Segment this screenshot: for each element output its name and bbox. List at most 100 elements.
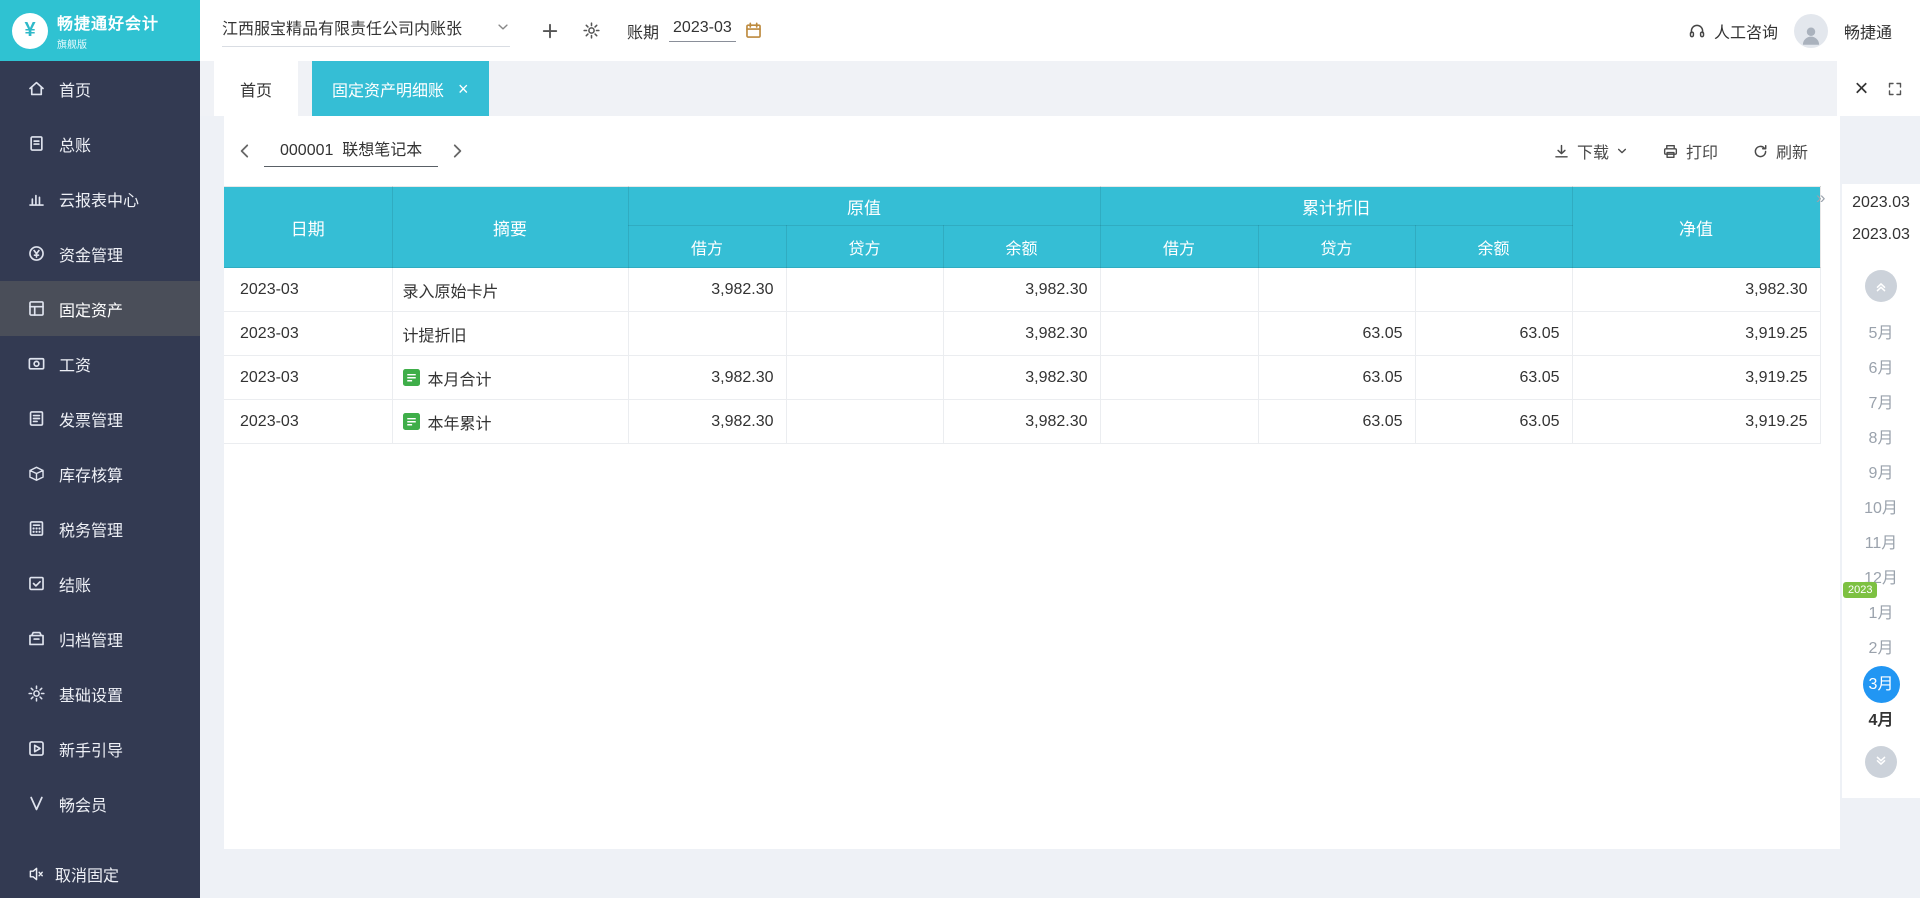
sidebar-item-home[interactable]: 首页 xyxy=(0,61,200,116)
tab-fixed-asset-ledger[interactable]: 固定资产明细账 × xyxy=(312,61,489,116)
month-item[interactable]: 5月 xyxy=(1868,325,1894,342)
sidebar-pin-toggle[interactable]: 取消固定 xyxy=(0,852,200,896)
cell-orig-balance: 3,982.30 xyxy=(943,267,1101,312)
cell-date: 2023-03 xyxy=(224,267,393,312)
table-row: 2023-03 计提折旧 3,982.30 63.05 63.05 3,919.… xyxy=(224,311,1821,356)
yearly-total-icon xyxy=(402,413,420,430)
sidebar-item-beginner-guide[interactable]: 新手引导 xyxy=(0,721,200,776)
sidebar: ¥ 畅捷通好会计 旗舰版 首页 总账 云报表中心 资金管理 固定资产 工资 xyxy=(0,0,200,898)
sidebar-item-label: 云报表中心 xyxy=(59,192,140,210)
month-item[interactable]: 10月 xyxy=(1864,500,1898,517)
col-header-debit: 借方 xyxy=(628,225,787,268)
sidebar-item-general-ledger[interactable]: 总账 xyxy=(0,116,200,171)
sidebar-item-archive[interactable]: 归档管理 xyxy=(0,611,200,666)
topbar: 江西服宝精品有限责任公司内账张 账期 2023-03 人工咨询 畅捷通 xyxy=(200,0,1920,61)
month-item[interactable]: 7月 xyxy=(1868,395,1894,412)
salary-icon xyxy=(27,354,46,373)
col-header-credit: 贷方 xyxy=(1257,225,1416,268)
invoice-icon xyxy=(27,409,46,428)
refresh-button[interactable]: 刷新 xyxy=(1752,139,1808,163)
scroll-down-button[interactable] xyxy=(1865,746,1897,778)
sidebar-item-closing[interactable]: 结账 xyxy=(0,556,200,611)
sidebar-item-inventory[interactable]: 库存核算 xyxy=(0,446,200,501)
sidebar-item-label: 畅会员 xyxy=(59,797,108,815)
cell-date: 2023-03 xyxy=(224,311,393,356)
summary-text: 录入原始卡片 xyxy=(402,283,499,301)
sidebar-item-label: 总账 xyxy=(59,137,92,155)
app-edition: 旗舰版 xyxy=(57,40,87,51)
calendar-icon[interactable] xyxy=(744,21,763,40)
period-value[interactable]: 2023-03 xyxy=(669,19,736,42)
fullscreen-icon[interactable] xyxy=(1887,81,1903,97)
tax-icon xyxy=(27,519,46,538)
period-start: 2023.03 xyxy=(1852,194,1910,211)
col-header-date: 日期 xyxy=(224,186,393,268)
headset-icon xyxy=(1688,22,1706,40)
tab-home[interactable]: 首页 xyxy=(214,61,299,116)
chevron-double-down-icon xyxy=(1873,754,1889,770)
cell-dep-debit xyxy=(1100,399,1259,444)
sidebar-item-cloud-reports[interactable]: 云报表中心 xyxy=(0,171,200,226)
cell-orig-credit xyxy=(786,311,944,356)
add-account-set-button[interactable] xyxy=(540,21,560,41)
closing-icon xyxy=(27,574,46,593)
month-item[interactable]: 4月 xyxy=(1868,712,1894,729)
next-asset-button[interactable] xyxy=(448,142,466,160)
month-item[interactable]: 11月 xyxy=(1864,535,1898,552)
print-button[interactable]: 打印 xyxy=(1662,139,1718,163)
cell-dep-balance: 63.05 xyxy=(1415,399,1573,444)
download-button[interactable]: 下载 xyxy=(1553,139,1628,163)
consult-label: 人工咨询 xyxy=(1713,24,1778,42)
cell-summary: 计提折旧 xyxy=(392,311,629,356)
sidebar-item-basic-settings[interactable]: 基础设置 xyxy=(0,666,200,721)
cell-orig-credit xyxy=(786,399,944,444)
collapse-timeline-icon[interactable]: » xyxy=(1816,188,1826,207)
chevron-double-up-icon xyxy=(1873,278,1889,294)
sidebar-item-invoice-management[interactable]: 发票管理 xyxy=(0,391,200,446)
sidebar-item-label: 固定资产 xyxy=(59,302,124,320)
summary-text: 本月合计 xyxy=(427,371,492,389)
tabbar: 首页 固定资产明细账 × × xyxy=(200,61,1920,116)
asset-selector[interactable]: 000001 联想笔记本 xyxy=(264,136,439,167)
company-selector[interactable]: 江西服宝精品有限责任公司内账张 xyxy=(222,15,511,47)
close-icon[interactable]: × xyxy=(1854,74,1869,102)
settings-gear-button[interactable] xyxy=(582,21,601,40)
cell-date: 2023-03 xyxy=(224,355,393,400)
cell-summary: 本月合计 xyxy=(392,355,629,400)
unpin-icon xyxy=(27,865,45,883)
refresh-label: 刷新 xyxy=(1775,145,1808,162)
app-title: 畅捷通好会计 xyxy=(57,16,160,33)
month-item[interactable]: 1月 xyxy=(1868,605,1894,622)
sidebar-item-member[interactable]: 畅会员 xyxy=(0,776,200,831)
ledger-table: 日期 摘要 原值 累计折旧 净值 借方 贷方 余额 借方 贷方 余额 2023-… xyxy=(224,186,1821,444)
avatar[interactable] xyxy=(1793,13,1828,48)
sidebar-item-label: 发票管理 xyxy=(59,412,124,430)
scroll-up-button[interactable] xyxy=(1865,270,1897,302)
col-header-credit: 贷方 xyxy=(785,225,944,268)
archive-icon xyxy=(27,629,46,648)
consult-button[interactable]: 人工咨询 xyxy=(1688,19,1778,43)
month-item-selected[interactable]: 3月 xyxy=(1862,666,1900,703)
cell-dep-credit: 63.05 xyxy=(1258,355,1416,400)
summary-text: 本年累计 xyxy=(427,415,492,433)
cell-dep-debit xyxy=(1100,355,1259,400)
tab-label: 固定资产明细账 xyxy=(332,82,445,100)
month-item[interactable]: 6月 xyxy=(1868,360,1894,377)
tab-close-icon[interactable]: × xyxy=(458,78,469,99)
cell-orig-debit: 3,982.30 xyxy=(628,355,787,400)
inventory-icon xyxy=(27,464,46,483)
user-name[interactable]: 畅捷通 xyxy=(1843,24,1892,42)
sidebar-item-fund-management[interactable]: 资金管理 xyxy=(0,226,200,281)
sidebar-item-tax-management[interactable]: 税务管理 xyxy=(0,501,200,556)
cell-net: 3,919.25 xyxy=(1572,399,1821,444)
month-item[interactable]: 2月 xyxy=(1868,640,1894,657)
sidebar-item-salary[interactable]: 工资 xyxy=(0,336,200,391)
sidebar-item-fixed-assets[interactable]: 固定资产 xyxy=(0,281,200,336)
month-list: 5月 6月 7月 8月 9月 10月 11月 12月 2023 1月 2月 3月… xyxy=(1842,316,1920,738)
col-group-original-value: 原值 xyxy=(627,186,1101,226)
fixed-asset-icon xyxy=(27,299,46,318)
table-row: 2023-03 本月合计 3,982.30 3,982.30 63.05 63.… xyxy=(224,355,1821,400)
month-item[interactable]: 9月 xyxy=(1868,465,1894,482)
month-item[interactable]: 8月 xyxy=(1868,430,1894,447)
prev-asset-button[interactable] xyxy=(236,142,254,160)
